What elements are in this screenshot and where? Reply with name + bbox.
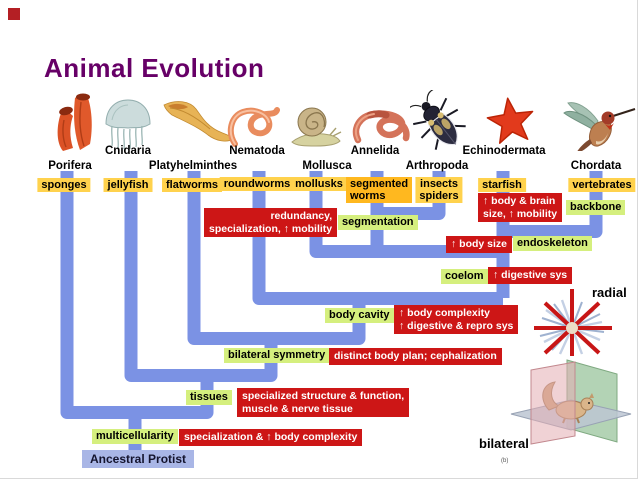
- trait-coelom: coelom: [441, 269, 488, 284]
- common-name-sponges: sponges: [37, 178, 91, 192]
- phylum-name-annelida: Annelida: [350, 145, 400, 157]
- change-digestive-sys: ↑ digestive sys: [488, 267, 573, 284]
- figure-note: (b): [501, 458, 509, 464]
- trait-tissues: tissues: [186, 390, 232, 405]
- trait-multicellularity: multicellularity: [92, 429, 178, 444]
- common-name-starfish: starfish: [478, 178, 526, 192]
- change-distinct-body-plan: distinct body plan; cephalization: [329, 348, 502, 365]
- change-redundancy-line2: specialization, ↑ mobility: [209, 222, 333, 235]
- phylum-name-nematoda: Nematoda: [229, 145, 285, 157]
- phylum-name-arthropoda: Arthropoda: [405, 160, 469, 172]
- segmented-worms-line2: worms: [350, 190, 386, 202]
- trait-body-cavity: body cavity: [325, 308, 394, 323]
- snail-illustration: [291, 107, 342, 147]
- change-specialized-line2: muscle & nerve tissue: [242, 402, 353, 415]
- phylum-name-mollusca: Mollusca: [302, 160, 352, 172]
- common-name-roundworms: roundworms: [219, 177, 295, 191]
- hummingbird-illustration: [563, 102, 636, 151]
- sea-star-illustration: [486, 97, 534, 144]
- phylum-name-cnidaria: Cnidaria: [104, 145, 152, 157]
- roundworm-illustration: [227, 107, 280, 147]
- change-body-brain-line2: size, ↑ mobility: [483, 207, 558, 220]
- common-name-insects-spiders: insects spiders: [415, 177, 463, 203]
- change-body-complexity-line2: ↑ digestive & repro sys: [399, 319, 514, 332]
- jellyfish-illustration: [105, 99, 151, 150]
- change-body-complexity-line1: ↑ body complexity: [399, 307, 491, 319]
- change-specialized-structure: specialized structure & function, muscle…: [237, 388, 410, 417]
- change-body-size: ↑ body size: [446, 236, 513, 253]
- common-name-segmented-worms: segmented worms: [346, 177, 413, 203]
- common-name-jellyfish: jellyfish: [103, 178, 153, 192]
- slide-corner-marker: [8, 8, 20, 20]
- insects-line2: spiders: [419, 190, 459, 202]
- trait-bilateral-symmetry: bilateral symmetry: [224, 348, 330, 363]
- phylum-name-porifera: Porifera: [48, 160, 92, 172]
- branch-mollusca-protostome: [309, 171, 504, 258]
- bilateral-symmetry-label: bilateral: [479, 436, 529, 451]
- change-body-brain-size: ↑ body & brain size, ↑ mobility: [478, 193, 563, 222]
- root-ancestral-protist: Ancestral Protist: [82, 450, 195, 468]
- common-name-vertebrates: vertebrates: [568, 178, 636, 192]
- radial-anemone-illustration: [534, 289, 612, 356]
- common-name-flatworms: flatworms: [162, 178, 222, 192]
- radial-symmetry-label: radial: [592, 285, 627, 300]
- insects-line1: insects: [420, 178, 458, 190]
- phylum-name-chordata: Chordata: [570, 160, 622, 172]
- change-body-complexity: ↑ body complexity ↑ digestive & repro sy…: [394, 305, 519, 334]
- trait-backbone: backbone: [566, 200, 626, 215]
- trait-segmentation: segmentation: [338, 215, 418, 230]
- change-redundancy: redundancy, specialization, ↑ mobility: [204, 208, 338, 237]
- bilateral-squirrel-illustration: [510, 359, 632, 445]
- sponge-illustration: [57, 93, 92, 151]
- change-specialized-line1: specialized structure & function,: [242, 390, 405, 402]
- earthworm-illustration: [352, 110, 410, 144]
- segmented-worms-line1: segmented: [350, 178, 409, 190]
- change-body-brain-line1: ↑ body & brain: [483, 195, 556, 207]
- phylum-name-echinodermata: Echinodermata: [462, 145, 546, 157]
- change-redundancy-line1: redundancy,: [270, 210, 333, 222]
- common-name-mollusks: mollusks: [291, 177, 347, 191]
- phylum-name-platyhelminthes: Platyhelminthes: [148, 160, 238, 172]
- slide-title: Animal Evolution: [44, 53, 265, 83]
- trait-endoskeleton: endoskeleton: [513, 236, 592, 251]
- change-specialization: specialization & ↑ body complexity: [179, 429, 363, 446]
- beetle-illustration: [410, 90, 466, 150]
